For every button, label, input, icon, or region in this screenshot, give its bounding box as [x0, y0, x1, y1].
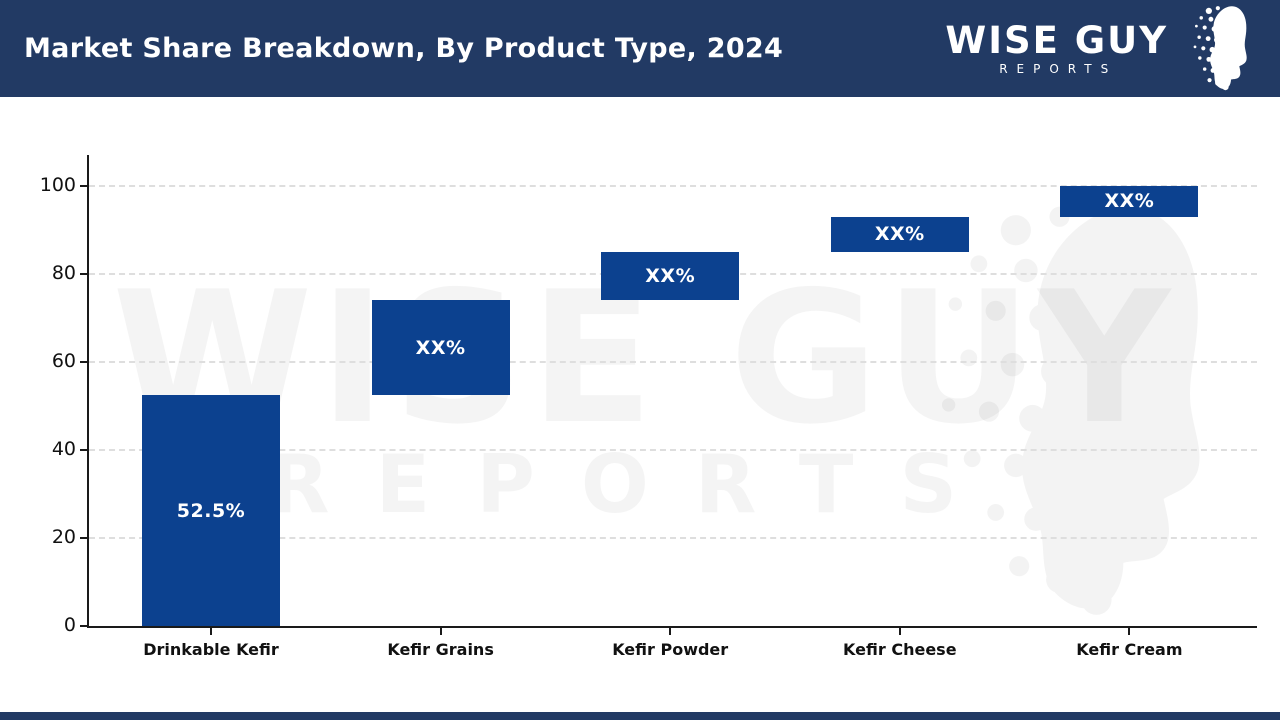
x-tick-mark	[898, 628, 901, 635]
x-axis-spine	[87, 626, 1257, 628]
header-bar: Market Share Breakdown, By Product Type,…	[0, 0, 1280, 97]
logo-text: WISE GUY REPORTS	[945, 22, 1168, 75]
bar-value-label: XX%	[874, 223, 925, 246]
x-tick-mark	[1128, 628, 1131, 635]
y-tick-label: 20	[51, 526, 76, 548]
gridline-40	[89, 449, 1257, 451]
y-tick-mark	[80, 273, 87, 275]
y-tick-label: 0	[63, 614, 76, 636]
brand-logo: WISE GUY REPORTS	[945, 4, 1254, 94]
y-tick-mark	[80, 537, 87, 539]
gridline-100	[89, 185, 1257, 187]
watermark-reports: REPORTS	[268, 438, 1003, 531]
gridline-60	[89, 361, 1257, 363]
logo-wise-guy: WISE GUY	[945, 19, 1168, 62]
logo-reports: REPORTS	[999, 62, 1118, 76]
gridline-20	[89, 537, 1257, 539]
dotted-face-icon	[1172, 4, 1254, 94]
bar-value-label: XX%	[415, 336, 466, 359]
bar-value-label: XX%	[1104, 190, 1155, 213]
x-tick-mark	[669, 628, 672, 635]
x-category-label: Kefir Grains	[387, 640, 494, 659]
y-tick-mark	[80, 185, 87, 187]
y-tick-label: 60	[51, 350, 76, 372]
x-category-label: Kefir Powder	[612, 640, 729, 659]
bar-value-label: XX%	[645, 265, 696, 288]
x-category-label: Drinkable Kefir	[143, 640, 279, 659]
bar-kefir-cheese: XX%	[830, 216, 969, 252]
y-tick-label: 80	[51, 262, 76, 284]
y-tick-label: 100	[39, 174, 76, 196]
y-axis-spine	[87, 155, 89, 628]
x-tick-mark	[210, 628, 212, 635]
waterfall-chart: 0 20 40 60 80 100 52.5% Drinkable Kefir XX% Kefir…	[0, 97, 1280, 712]
bar-kefir-powder: XX%	[601, 252, 740, 301]
y-tick-mark	[80, 449, 87, 451]
y-tick-mark	[80, 361, 87, 363]
bar-drinkable-kefir: 52.5%	[142, 395, 280, 626]
footer-bar	[0, 712, 1280, 720]
y-tick-label: 40	[51, 438, 76, 460]
bar-value-label: 52.5%	[176, 499, 246, 522]
x-category-label: Kefir Cheese	[843, 640, 957, 659]
y-tick-mark	[80, 625, 87, 627]
x-category-label: Kefir Cream	[1076, 640, 1183, 659]
bar-kefir-cream: XX%	[1060, 186, 1199, 217]
page-title: Market Share Breakdown, By Product Type,…	[24, 33, 784, 64]
x-tick-mark	[439, 628, 442, 635]
bar-kefir-grains: XX%	[371, 300, 510, 395]
